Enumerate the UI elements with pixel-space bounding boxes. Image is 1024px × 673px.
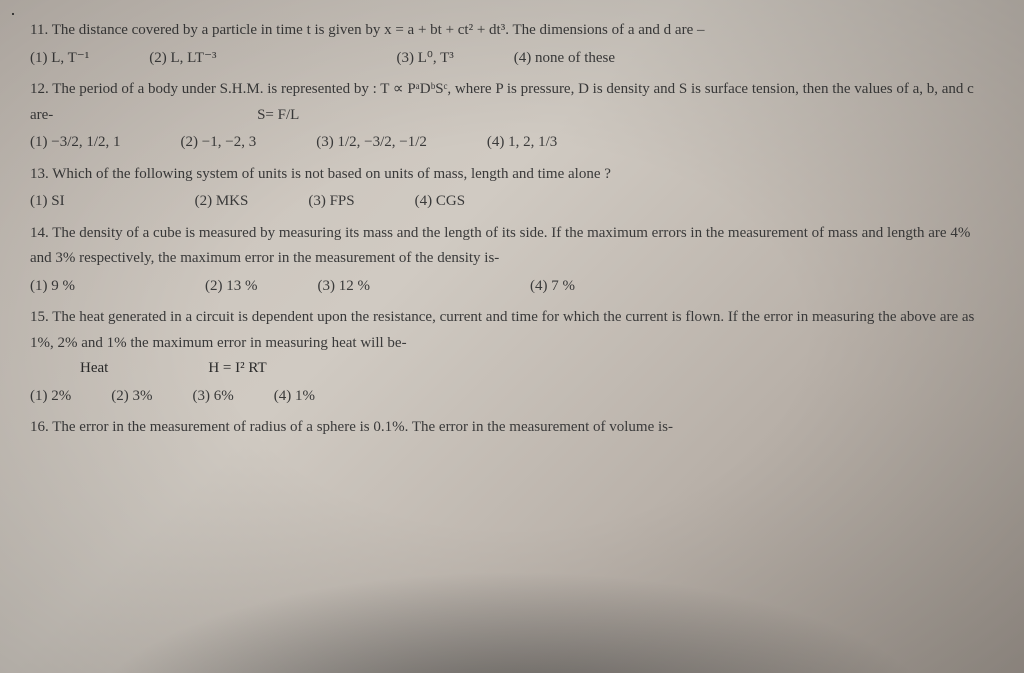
option-4: (4) none of these xyxy=(514,46,615,72)
option-3: (3) FPS xyxy=(308,189,354,215)
option-4: (4) 1% xyxy=(274,384,315,410)
option-2: (2) L, LT⁻³ xyxy=(149,46,216,72)
question-15: 15. The heat generated in a circuit is d… xyxy=(30,305,994,409)
option-3: (3) 12 % xyxy=(318,274,371,300)
q-body: The heat generated in a circuit is depen… xyxy=(30,309,974,351)
question-16: 16. The error in the measurement of radi… xyxy=(30,415,994,441)
q-body: The density of a cube is measured by mea… xyxy=(30,225,970,267)
q-body: The period of a body under S.H.M. is rep… xyxy=(30,81,974,123)
option-4: (4) 7 % xyxy=(530,274,575,300)
option-3: (3) 6% xyxy=(193,384,234,410)
document-page: 11. The distance covered by a particle i… xyxy=(30,18,994,441)
option-1: (1) 9 % xyxy=(30,274,75,300)
options-row: (1) −3/2, 1/2, 1 (2) −1, −2, 3 (3) 1/2, … xyxy=(30,130,994,156)
option-3: (3) L⁰, T³ xyxy=(396,46,453,72)
option-4: (4) CGS xyxy=(415,189,465,215)
bullet-dot: · xyxy=(10,4,16,25)
option-4: (4) 1, 2, 1/3 xyxy=(487,130,557,156)
option-3: (3) 1/2, −3/2, −1/2 xyxy=(316,130,427,156)
formula-note: S= F/L xyxy=(257,103,299,129)
option-2: (2) 3% xyxy=(111,384,152,410)
option-1: (1) −3/2, 1/2, 1 xyxy=(30,130,121,156)
option-1: (1) L, T⁻¹ xyxy=(30,46,89,72)
q-body: The distance covered by a particle in ti… xyxy=(52,22,705,38)
question-text: 13. Which of the following system of uni… xyxy=(30,162,994,188)
question-12: 12. The period of a body under S.H.M. is… xyxy=(30,77,994,156)
option-1: (1) 2% xyxy=(30,384,71,410)
heat-label: Heat xyxy=(80,356,108,382)
question-14: 14. The density of a cube is measured by… xyxy=(30,221,994,300)
q-num: 15. xyxy=(30,309,49,325)
option-2: (2) MKS xyxy=(195,189,249,215)
q-num: 11. xyxy=(30,22,48,38)
options-row: (1) 2% (2) 3% (3) 6% (4) 1% xyxy=(30,384,994,410)
q-body: Which of the following system of units i… xyxy=(52,166,611,182)
question-text: 11. The distance covered by a particle i… xyxy=(30,18,994,44)
question-text: 12. The period of a body under S.H.M. is… xyxy=(30,77,994,128)
question-13: 13. Which of the following system of uni… xyxy=(30,162,994,215)
heat-formula: H = I² RT xyxy=(208,356,266,382)
q-num: 16. xyxy=(30,419,49,435)
q-num: 13. xyxy=(30,166,49,182)
q-num: 14. xyxy=(30,225,49,241)
q-body: The error in the measurement of radius o… xyxy=(52,419,673,435)
question-text: 14. The density of a cube is measured by… xyxy=(30,221,994,272)
options-row: (1) 9 % (2) 13 % (3) 12 % (4) 7 % xyxy=(30,274,994,300)
question-text: 16. The error in the measurement of radi… xyxy=(30,415,994,441)
question-11: 11. The distance covered by a particle i… xyxy=(30,18,994,71)
q-num: 12. xyxy=(30,81,49,97)
heat-formula-row: Heat H = I² RT xyxy=(80,356,994,382)
options-row: (1) L, T⁻¹ (2) L, LT⁻³ (3) L⁰, T³ (4) no… xyxy=(30,46,994,72)
options-row: (1) SI (2) MKS (3) FPS (4) CGS xyxy=(30,189,994,215)
question-text: 15. The heat generated in a circuit is d… xyxy=(30,305,994,356)
option-2: (2) −1, −2, 3 xyxy=(181,130,257,156)
option-1: (1) SI xyxy=(30,189,65,215)
option-2: (2) 13 % xyxy=(205,274,258,300)
